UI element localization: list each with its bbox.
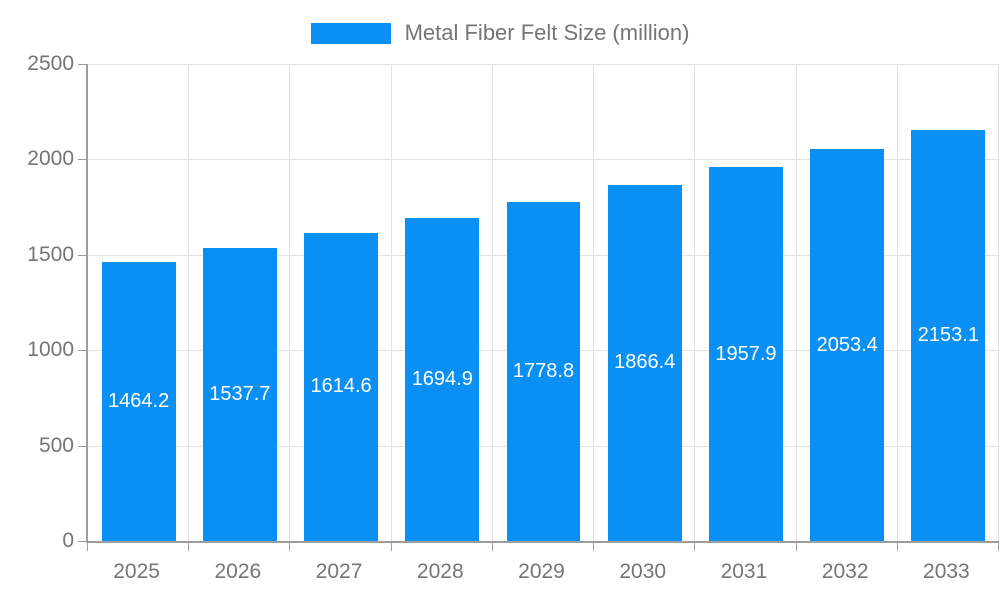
x-axis-tick [289, 543, 291, 551]
x-axis-tick [896, 543, 898, 551]
x-axis-tick [188, 543, 190, 551]
bar-value-label: 1614.6 [310, 375, 372, 398]
y-axis-label: 0 [62, 529, 74, 552]
bar-value-label: 1866.4 [614, 351, 676, 374]
gridline-vertical [694, 64, 696, 541]
x-axis-tick [390, 543, 392, 551]
bar-2030: 1866.4 [607, 184, 682, 541]
gridline-vertical [593, 64, 595, 541]
bar-2027: 1614.6 [304, 232, 378, 541]
legend-item[interactable]: Metal Fiber Felt Size (million) [310, 20, 690, 46]
bar-value-label: 1537.7 [209, 382, 271, 405]
y-axis-tick [78, 159, 86, 161]
gridline-vertical [491, 64, 493, 541]
bar-2028: 1694.9 [405, 217, 480, 541]
y-axis-tick [78, 350, 86, 352]
y-axis-tick [78, 541, 86, 542]
x-axis-label: 2030 [619, 560, 667, 583]
bar-value-label: 1778.8 [512, 359, 575, 382]
bar-2025: 1464.2 [101, 261, 176, 541]
x-axis-tick [87, 543, 88, 551]
bar-2032: 2053.4 [810, 149, 885, 541]
bar-value-label: 1694.9 [411, 367, 473, 390]
gridline-horizontal [88, 64, 999, 65]
plot-area: 1464.2 1537.7 1614.6 1694.9 1778.8 1866.4 1957… [78, 64, 999, 551]
gridline-horizontal [88, 159, 999, 161]
gridline-vertical [390, 64, 392, 541]
x-axis-tick [593, 543, 595, 551]
bar-2033: 2153.1 [911, 130, 986, 541]
bar-2029: 1778.8 [506, 201, 581, 541]
y-axis-tick [78, 254, 86, 256]
gridline-vertical [896, 64, 898, 541]
x-axis-label: 2033 [923, 560, 970, 583]
legend-label: Metal Fiber Felt Size (million) [404, 20, 690, 45]
x-axis-label: 2025 [113, 560, 160, 583]
x-axis-label: 2031 [720, 560, 768, 583]
legend-swatch [310, 22, 391, 44]
bar-value-label: 2153.1 [917, 324, 979, 347]
x-axis-tick [795, 543, 797, 551]
bar-2026: 1537.7 [202, 247, 277, 541]
y-axis-tick [78, 445, 86, 447]
bar-value-label: 1464.2 [108, 389, 170, 412]
x-axis-label: 2029 [518, 560, 565, 583]
y-axis-label: 500 [38, 433, 74, 457]
bar-value-label: 1957.9 [715, 342, 777, 365]
x-axis-tick [998, 543, 999, 551]
y-axis-label: 2000 [27, 147, 74, 171]
y-axis-label: 1000 [27, 338, 74, 362]
x-axis-label: 2032 [821, 560, 869, 583]
x-axis-label: 2027 [315, 560, 363, 583]
y-axis-label: 2500 [27, 52, 74, 75]
bar-value-label: 2053.4 [816, 333, 878, 356]
x-axis-label: 2026 [214, 560, 262, 583]
bar-2031: 1957.9 [708, 167, 783, 541]
gridline-vertical [289, 64, 291, 541]
gridline-vertical [188, 64, 190, 541]
legend: Metal Fiber Felt Size (million) [0, 20, 1000, 46]
x-axis-label: 2028 [416, 560, 464, 583]
y-axis-tick [78, 64, 86, 65]
y-axis-label: 1500 [27, 242, 74, 266]
x-axis-tick [694, 543, 696, 551]
x-axis-tick [491, 543, 493, 551]
gridline-vertical [795, 64, 797, 541]
gridline-vertical [998, 64, 999, 541]
